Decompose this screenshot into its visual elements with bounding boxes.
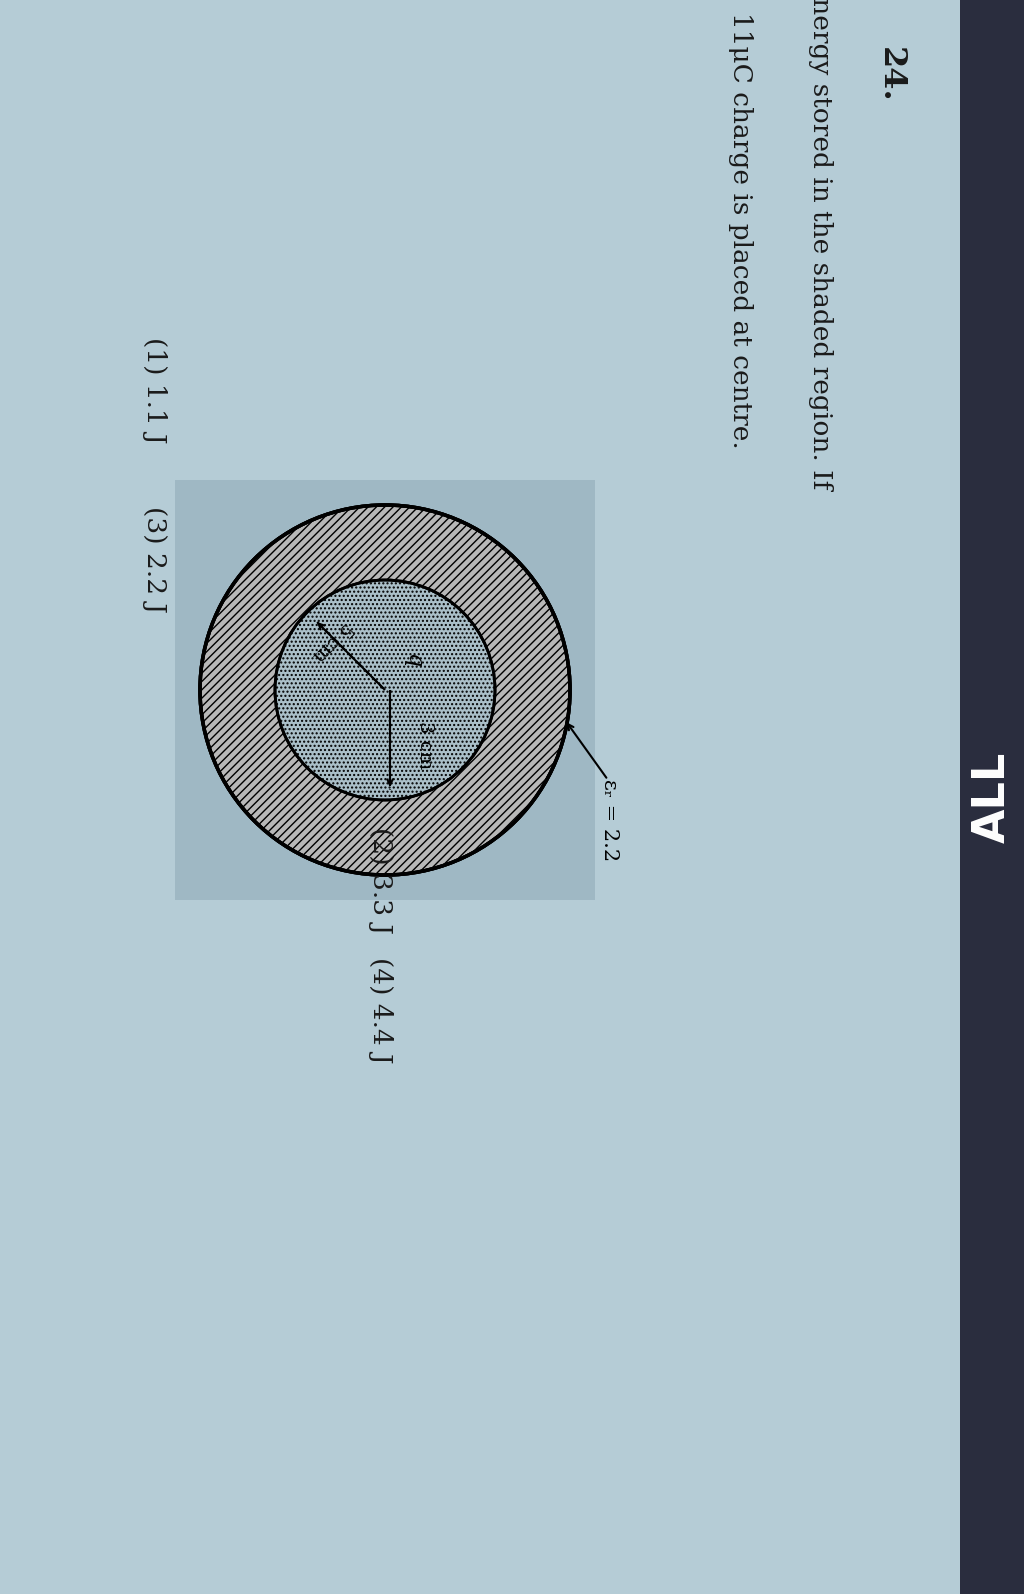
Text: 3 cm: 3 cm — [416, 720, 434, 770]
Text: (1) 1.1 J: (1) 1.1 J — [142, 336, 168, 443]
Text: (3) 2.2 J: (3) 2.2 J — [142, 507, 168, 614]
Text: 24.: 24. — [874, 48, 905, 104]
Text: εᵣ = 2.2: εᵣ = 2.2 — [600, 779, 620, 861]
Text: ALL: ALL — [971, 751, 1014, 843]
Text: q: q — [402, 654, 424, 668]
Bar — [175, 480, 595, 901]
Text: (2) 3.3 J: (2) 3.3 J — [368, 827, 392, 934]
Text: 5 cm: 5 cm — [309, 618, 356, 665]
Circle shape — [275, 580, 495, 800]
Text: 11μC charge is placed at centre.: 11μC charge is placed at centre. — [727, 11, 753, 448]
Circle shape — [200, 505, 570, 875]
Bar — [961, 0, 1024, 1594]
Text: (4) 4.4 J: (4) 4.4 J — [368, 956, 392, 1063]
Text: Find the energy stored in the shaded region. If: Find the energy stored in the shaded reg… — [808, 0, 833, 489]
